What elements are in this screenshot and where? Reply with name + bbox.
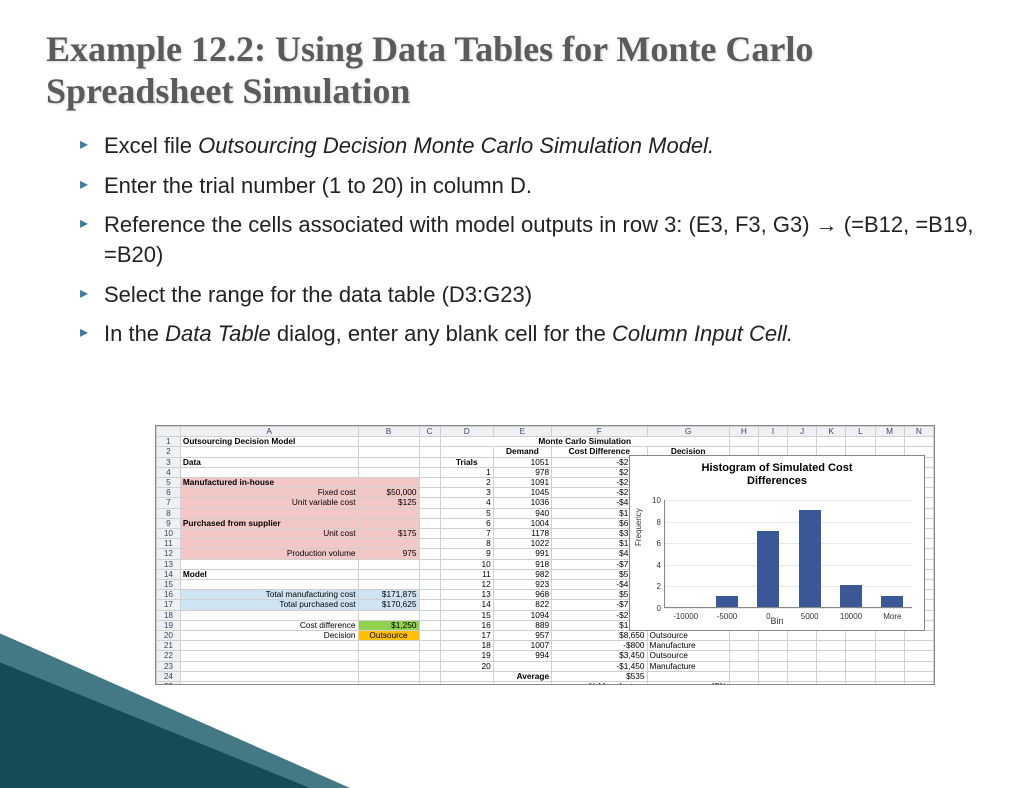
slide-title: Example 12.2: Using Data Tables for Mont… [0, 0, 1024, 131]
bullet-5-it2: Column Input Cell. [612, 321, 793, 346]
bullet-5: In the Data Table dialog, enter any blan… [80, 319, 984, 349]
bullet-1: Excel file Outsourcing Decision Monte Ca… [80, 131, 984, 161]
chart-title-line2: Differences [747, 475, 807, 487]
bullet-5-mid: dialog, enter any blank cell for the [271, 321, 612, 346]
chart-ylabel: Frequency [634, 508, 643, 546]
chart-title: Histogram of Simulated Cost Differences [630, 456, 924, 488]
bullet-5-pre: In the [104, 321, 165, 346]
chart-xlabel: Bin [630, 616, 924, 626]
chart-plot-area: 0246810-10000-50000500010000More [664, 500, 912, 608]
bullet-3: Reference the cells associated with mode… [80, 210, 984, 269]
histogram-bar [799, 510, 821, 607]
bullet-2: Enter the trial number (1 to 20) in colu… [80, 171, 984, 201]
bullet-1-italic: Outsourcing Decision Monte Carlo Simulat… [198, 133, 714, 158]
chart-title-line1: Histogram of Simulated Cost [702, 462, 853, 474]
histogram-bar [840, 585, 862, 607]
histogram-chart: Histogram of Simulated Cost Differences … [629, 455, 925, 631]
bullet-5-it1: Data Table [165, 321, 271, 346]
bullet-list: Excel file Outsourcing Decision Monte Ca… [0, 131, 1024, 349]
decorative-triangle-dark [0, 638, 310, 788]
bullet-1-pre: Excel file [104, 133, 198, 158]
histogram-bar [757, 531, 779, 607]
histogram-bar [881, 596, 903, 607]
histogram-bar [716, 596, 738, 607]
bullet-4: Select the range for the data table (D3:… [80, 280, 984, 310]
